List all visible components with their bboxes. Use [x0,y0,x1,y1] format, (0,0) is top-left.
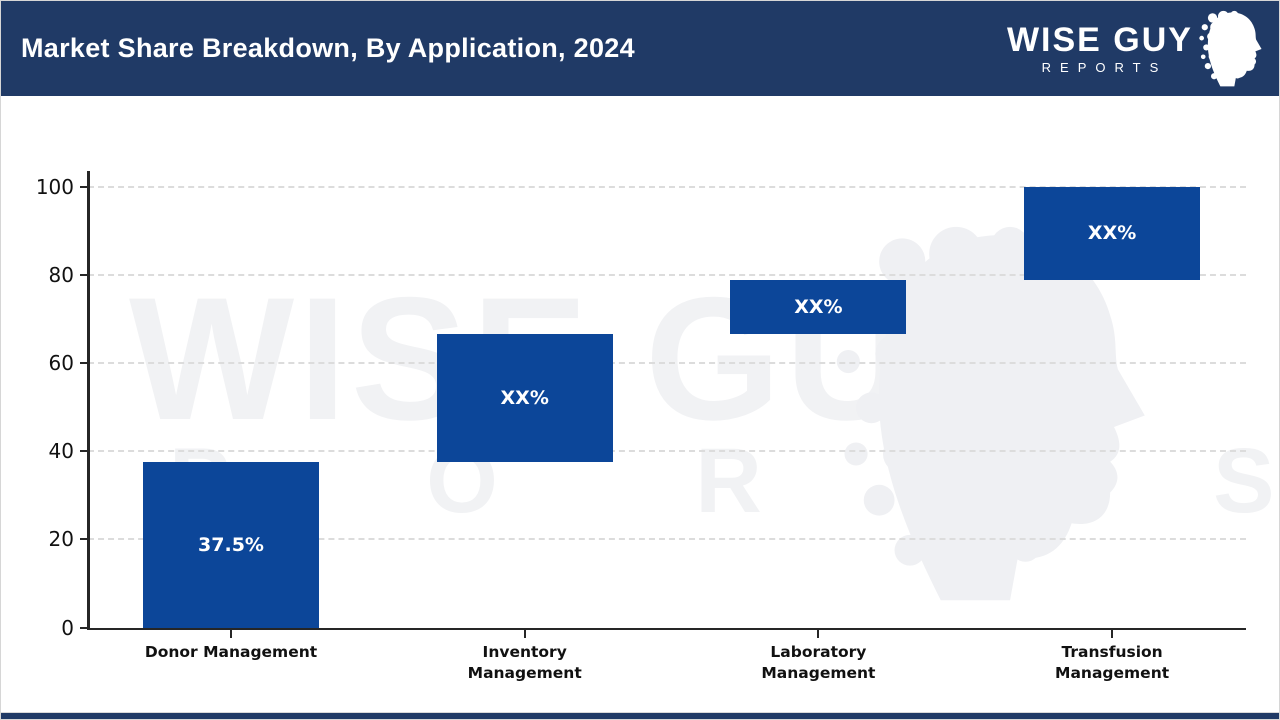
y-tick-label-20: 20 [48,527,74,552]
y-axis-line [87,171,90,630]
x-tick-1 [523,630,526,638]
gridline-y80 [88,274,1246,277]
wise-guy-reports-logo: WISE GUY REPORTS [1007,9,1279,89]
waterfall-chart: 0 20 40 60 80 100 37.5% Donor Management XX% Inve… [1,96,1279,719]
x-category-label: Donor Management [144,642,318,661]
gridline-y60 [88,362,1246,365]
y-tick-20 [80,538,88,541]
y-tick-60 [80,362,88,365]
footer-divider [1,712,1279,713]
gridline-y40 [88,450,1246,453]
y-tick-label-0: 0 [61,615,74,640]
x-category-label: Inventory Management [467,642,582,682]
bar-inventory-management: XX% [436,333,613,463]
bar-value-label: 37.5% [198,533,264,556]
x-axis-line [87,627,1246,630]
header-bar: Market Share Breakdown, By Application, … [1,1,1279,96]
page-title: Market Share Breakdown, By Application, … [21,33,635,63]
y-tick-80 [80,274,88,277]
y-tick-0 [80,626,88,629]
bar-value-label: XX% [1087,222,1137,245]
y-tick-40 [80,450,88,453]
y-tick-100 [80,186,88,188]
footer-accent-bar [1,713,1279,719]
y-tick-label-40: 40 [48,439,74,464]
x-category-label: Laboratory Management [761,642,876,682]
bar-donor-management: 37.5% [143,462,319,628]
bar-value-label: XX% [500,386,549,409]
logo-wise-guy-label: WISE GUY [1006,20,1193,59]
bar-transfusion-management: XX% [1024,187,1201,280]
gridline-y20 [88,538,1246,541]
logo-reports-label: REPORTS [1041,59,1168,75]
y-tick-label-60: 60 [48,351,74,376]
y-tick-label-80: 80 [48,263,74,288]
x-tick-3 [1111,630,1114,638]
bar-value-label: XX% [794,295,843,318]
x-tick-2 [817,630,820,638]
bar-laboratory-management: XX% [730,279,907,334]
x-tick-0 [230,630,232,638]
logo-head-icon [1199,10,1262,86]
gridline-y100 [88,186,1246,188]
x-category-label: Transfusion Management [1055,642,1170,682]
logo-text: WISE GUY REPORTS [1007,23,1193,75]
y-tick-label-100: 100 [35,175,74,199]
